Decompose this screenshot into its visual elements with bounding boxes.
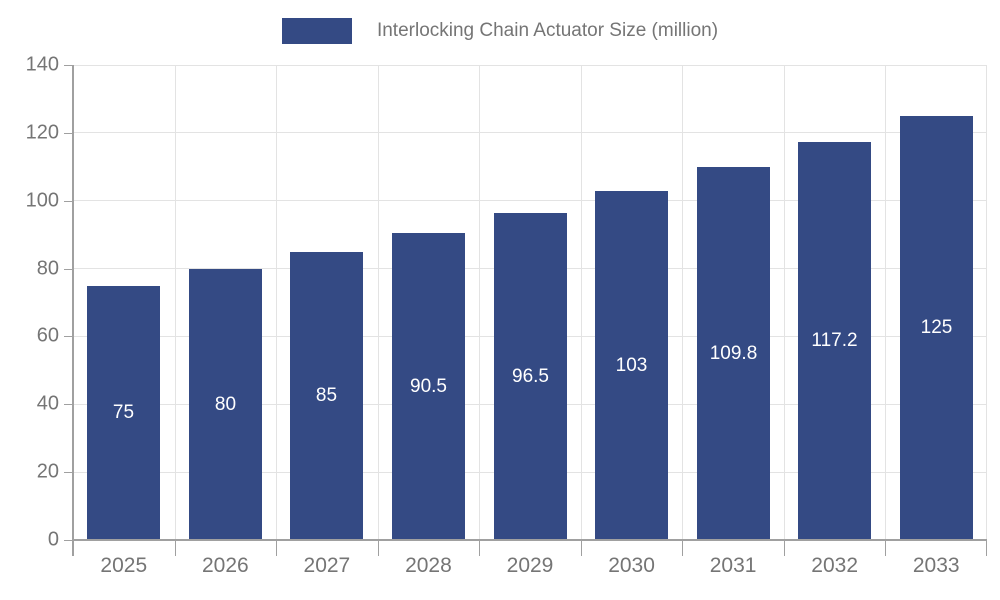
h-gridline bbox=[73, 200, 987, 202]
bar[interactable]: 80 bbox=[189, 269, 262, 540]
y-axis-tick bbox=[64, 268, 72, 270]
x-axis-category-label: 2032 bbox=[811, 554, 859, 577]
bar-value-label: 117.2 bbox=[811, 330, 858, 351]
v-gridline bbox=[378, 65, 379, 540]
v-gridline bbox=[581, 65, 582, 540]
x-axis-category-label: 2026 bbox=[201, 554, 249, 577]
y-axis-tick-label: 80 bbox=[36, 257, 59, 280]
bar[interactable]: 85 bbox=[290, 252, 363, 540]
bar-value-label: 75 bbox=[112, 402, 135, 423]
bar[interactable]: 117.2 bbox=[798, 142, 871, 540]
y-axis-tick bbox=[64, 404, 72, 406]
bar[interactable]: 90.5 bbox=[392, 233, 465, 540]
v-gridline bbox=[784, 65, 785, 540]
bar-value-label: 109.8 bbox=[709, 342, 758, 364]
h-gridline bbox=[73, 64, 987, 66]
x-axis-tick bbox=[986, 541, 987, 556]
y-axis-tick-label: 100 bbox=[25, 189, 59, 212]
y-axis-line bbox=[72, 65, 74, 556]
v-gridline bbox=[175, 65, 176, 540]
x-axis-tick bbox=[276, 541, 277, 556]
bar-value-label: 90.5 bbox=[410, 375, 447, 397]
y-axis-tick bbox=[64, 336, 72, 338]
legend-label[interactable]: Interlocking Chain Actuator Size (millio… bbox=[376, 20, 719, 41]
bar-value-label: 96.5 bbox=[512, 365, 549, 387]
x-axis-tick bbox=[682, 541, 683, 556]
v-gridline bbox=[479, 65, 480, 540]
y-axis-tick bbox=[64, 65, 72, 66]
y-axis-tick-label: 120 bbox=[25, 121, 59, 144]
x-axis-category-label: 2027 bbox=[303, 554, 351, 577]
x-axis-tick bbox=[784, 541, 785, 556]
x-axis-tick bbox=[885, 541, 886, 556]
y-axis-tick-label: 40 bbox=[36, 392, 59, 415]
v-gridline bbox=[885, 65, 886, 540]
x-axis-category-label: 2030 bbox=[608, 554, 655, 577]
x-axis-tick bbox=[479, 541, 480, 556]
y-axis-tick bbox=[64, 132, 72, 134]
v-gridline bbox=[276, 65, 277, 540]
bar-value-label: 103 bbox=[615, 354, 648, 376]
x-axis-category-label: 2029 bbox=[506, 554, 554, 577]
bar[interactable]: 96.5 bbox=[494, 213, 567, 540]
bar[interactable]: 103 bbox=[595, 191, 668, 540]
y-axis-tick bbox=[64, 540, 72, 541]
legend-swatch[interactable] bbox=[281, 18, 352, 44]
y-axis-tick bbox=[64, 472, 72, 474]
x-axis-line bbox=[73, 539, 987, 541]
x-axis-category-label: 2025 bbox=[100, 554, 148, 577]
bar-value-label: 125 bbox=[920, 317, 953, 338]
y-axis-tick-label: 140 bbox=[25, 53, 59, 76]
x-axis-category-label: 2028 bbox=[405, 554, 452, 577]
y-axis-tick-label: 60 bbox=[36, 324, 59, 347]
x-axis-tick bbox=[378, 541, 379, 556]
h-gridline bbox=[73, 132, 987, 134]
x-axis-category-label: 2031 bbox=[709, 554, 757, 577]
bar-value-label: 80 bbox=[214, 393, 237, 415]
x-axis-category-label: 2033 bbox=[912, 554, 960, 577]
bar[interactable]: 75 bbox=[87, 286, 160, 540]
plot-area: 0 20 40 60 80 100 120 140 75 2025 80 2026 85 2027 90.5… bbox=[26, 54, 987, 577]
x-axis-tick bbox=[175, 541, 176, 556]
y-axis-tick bbox=[64, 200, 72, 202]
v-gridline bbox=[986, 65, 987, 540]
x-axis-tick bbox=[581, 541, 582, 556]
y-axis-tick-label: 20 bbox=[36, 460, 59, 483]
bar[interactable]: 125 bbox=[900, 116, 973, 540]
chart-legend: Interlocking Chain Actuator Size (millio… bbox=[0, 18, 1000, 44]
bar[interactable]: 109.8 bbox=[697, 167, 770, 540]
v-gridline bbox=[682, 65, 683, 540]
y-axis-tick-label: 0 bbox=[47, 528, 59, 551]
bar-value-label: 85 bbox=[315, 385, 338, 406]
